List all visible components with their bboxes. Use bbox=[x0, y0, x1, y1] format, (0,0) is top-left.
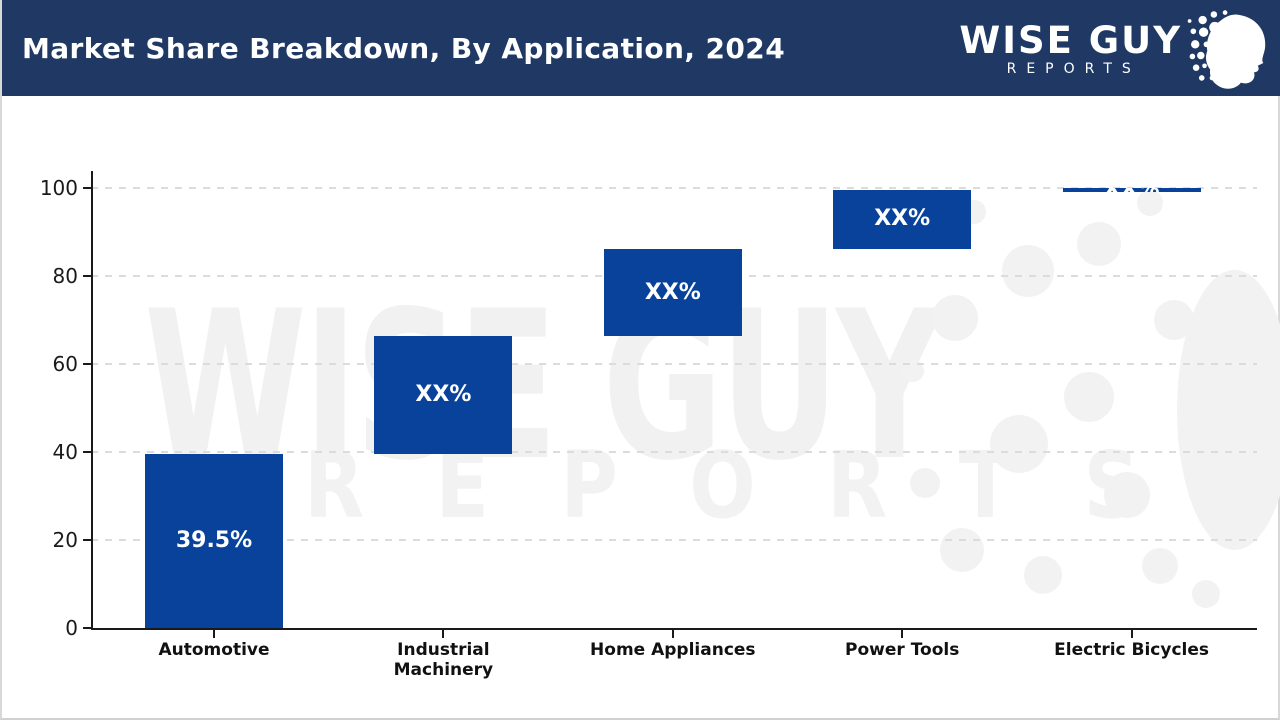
gridline bbox=[91, 539, 1257, 541]
watermark-dot bbox=[1154, 300, 1194, 340]
gridline bbox=[91, 363, 1257, 365]
category-label-automotive: Automotive bbox=[158, 640, 270, 660]
category-label-home-appliances: Home Appliances bbox=[590, 640, 756, 660]
category-label-power-tools: Power Tools bbox=[845, 640, 960, 660]
watermark-dot bbox=[990, 415, 1048, 473]
watermark-dot bbox=[1137, 190, 1163, 216]
y-axis-tick bbox=[83, 363, 91, 365]
gridline bbox=[91, 451, 1257, 453]
watermark-dot bbox=[1177, 270, 1280, 550]
y-tick-label: 0 bbox=[65, 616, 78, 640]
bar-value-label: XX% bbox=[874, 206, 931, 232]
watermark-dot bbox=[1142, 548, 1178, 584]
bar-home-appliances: XX% bbox=[603, 249, 742, 337]
y-tick-label: 80 bbox=[52, 264, 78, 288]
y-axis-tick bbox=[83, 539, 91, 541]
x-axis-tick bbox=[1130, 630, 1133, 638]
category-label-electric-bicycles: Electric Bicycles bbox=[1054, 640, 1210, 660]
watermark-dot bbox=[1024, 556, 1062, 594]
watermark-dot bbox=[1104, 472, 1150, 518]
gridline bbox=[91, 187, 1257, 189]
brand-subtitle: REPORTS bbox=[1006, 60, 1141, 77]
y-tick-label: 40 bbox=[52, 440, 78, 464]
x-axis-tick bbox=[901, 630, 904, 638]
y-axis-tick bbox=[83, 187, 91, 189]
logo-face-icon bbox=[1187, 10, 1266, 89]
brand-logo-text: WISE GUY REPORTS bbox=[959, 18, 1182, 77]
bar-value-label: XX% bbox=[1063, 188, 1201, 192]
brand-logo: WISE GUY REPORTS bbox=[959, 6, 1268, 92]
bar-power-tools: XX% bbox=[833, 190, 972, 250]
bar-value-label: XX% bbox=[644, 280, 701, 306]
bar-automotive: 39.5% bbox=[145, 454, 283, 628]
header-bar: Market Share Breakdown, By Application, … bbox=[2, 0, 1280, 96]
x-axis-tick bbox=[671, 630, 674, 638]
watermark-dot bbox=[1002, 245, 1054, 297]
watermark-dot bbox=[940, 528, 984, 572]
chart-title: Market Share Breakdown, By Application, … bbox=[22, 31, 786, 65]
y-tick-label: 60 bbox=[52, 352, 78, 376]
y-axis-tick bbox=[83, 451, 91, 453]
x-axis-tick bbox=[213, 630, 215, 638]
y-tick-label: 20 bbox=[52, 528, 78, 552]
bar-value-label: 39.5% bbox=[175, 528, 253, 554]
watermark-dot bbox=[902, 360, 924, 382]
watermark-dot bbox=[910, 468, 940, 498]
bar-electric-bicycles: XX% bbox=[1062, 188, 1201, 192]
brand-name: WISE GUY bbox=[959, 18, 1182, 62]
category-label-industrial-machinery: Industrial Machinery bbox=[393, 640, 494, 680]
y-axis-tick bbox=[83, 275, 91, 277]
watermark-dot bbox=[1064, 372, 1114, 422]
watermark-dot bbox=[1192, 580, 1220, 608]
y-axis-line bbox=[91, 171, 93, 630]
y-tick-label: 100 bbox=[39, 176, 78, 200]
y-axis-tick bbox=[83, 627, 91, 629]
watermark-dot bbox=[1077, 222, 1121, 266]
bar-industrial-machinery: XX% bbox=[374, 336, 513, 455]
x-axis-line bbox=[91, 628, 1257, 630]
bar-value-label: XX% bbox=[415, 382, 472, 408]
x-axis-tick bbox=[442, 630, 445, 638]
watermark-dot bbox=[932, 295, 978, 341]
